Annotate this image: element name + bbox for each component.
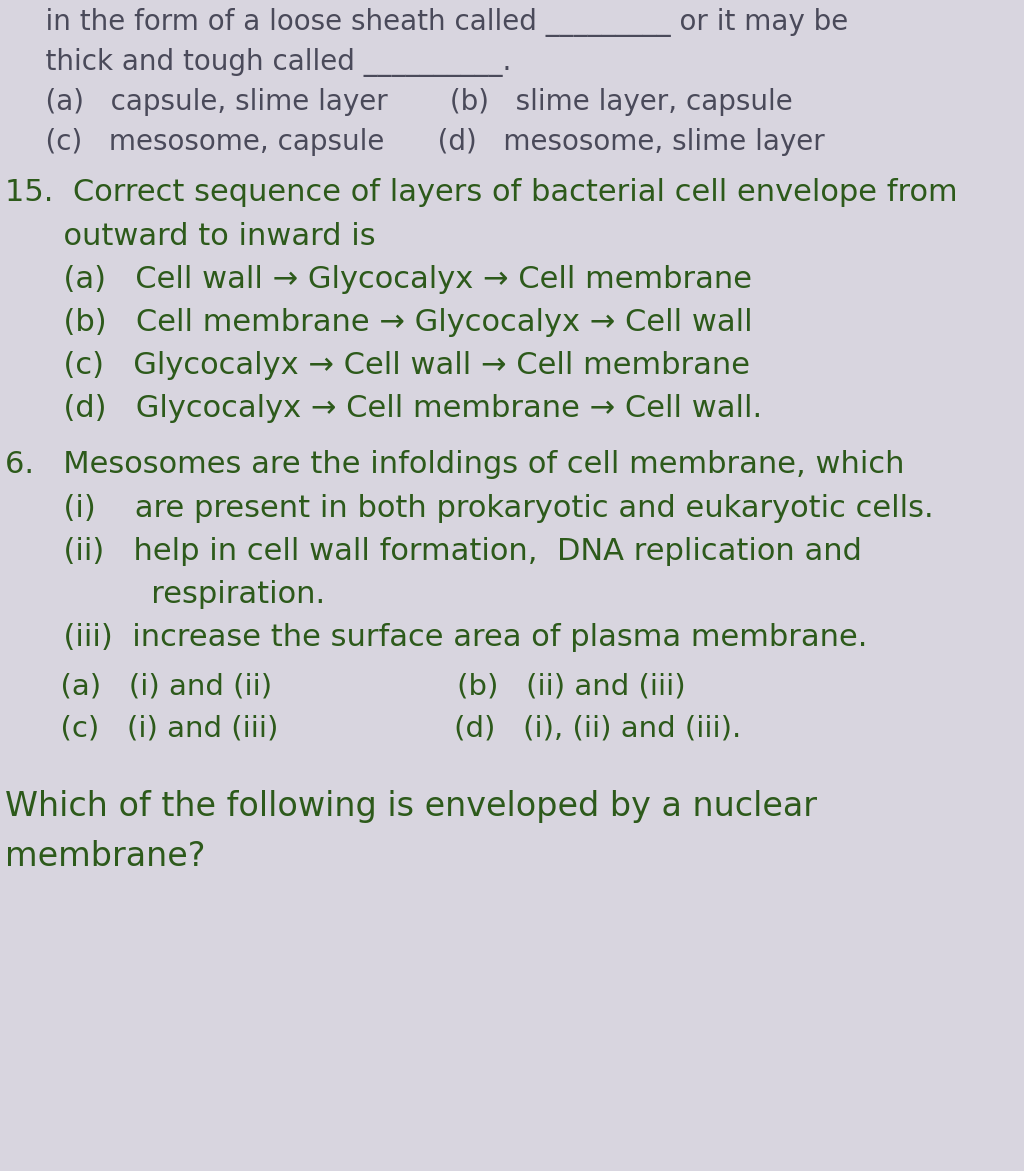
Text: (iii)  increase the surface area of plasma membrane.: (iii) increase the surface area of plasm… (5, 623, 867, 652)
Text: in the form of a loose sheath called _________ or it may be: in the form of a loose sheath called ___… (10, 8, 848, 37)
Text: outward to inward is: outward to inward is (5, 222, 376, 251)
Text: Which of the following is enveloped by a nuclear: Which of the following is enveloped by a… (5, 790, 817, 823)
Text: 15.  Correct sequence of layers of bacterial cell envelope from: 15. Correct sequence of layers of bacter… (5, 178, 957, 207)
Text: thick and tough called __________.: thick and tough called __________. (10, 48, 511, 77)
Text: respiration.: respiration. (5, 580, 326, 609)
Text: (i)    are present in both prokaryotic and eukaryotic cells.: (i) are present in both prokaryotic and … (5, 494, 934, 523)
Text: membrane?: membrane? (5, 840, 206, 874)
Text: (c)   (i) and (iii)                   (d)   (i), (ii) and (iii).: (c) (i) and (iii) (d) (i), (ii) and (iii… (5, 715, 741, 744)
Text: 6.   Mesosomes are the infoldings of cell membrane, which: 6. Mesosomes are the infoldings of cell … (5, 450, 904, 479)
Text: (a)   (i) and (ii)                    (b)   (ii) and (iii): (a) (i) and (ii) (b) (ii) and (iii) (5, 672, 686, 700)
Text: (a)   Cell wall → Glycocalyx → Cell membrane: (a) Cell wall → Glycocalyx → Cell membra… (5, 265, 752, 294)
Text: (d)   Glycocalyx → Cell membrane → Cell wall.: (d) Glycocalyx → Cell membrane → Cell wa… (5, 393, 762, 423)
Text: (c)   mesosome, capsule      (d)   mesosome, slime layer: (c) mesosome, capsule (d) mesosome, slim… (10, 128, 824, 156)
Text: (b)   Cell membrane → Glycocalyx → Cell wall: (b) Cell membrane → Glycocalyx → Cell wa… (5, 308, 753, 337)
Text: (a)   capsule, slime layer       (b)   slime layer, capsule: (a) capsule, slime layer (b) slime layer… (10, 88, 793, 116)
Text: (c)   Glycocalyx → Cell wall → Cell membrane: (c) Glycocalyx → Cell wall → Cell membra… (5, 351, 750, 381)
Text: (ii)   help in cell wall formation,  DNA replication and: (ii) help in cell wall formation, DNA re… (5, 537, 862, 566)
